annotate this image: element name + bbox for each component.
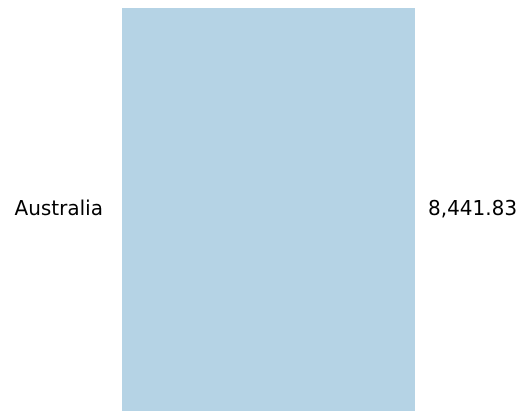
value-label: 8,441.83: [428, 196, 517, 220]
category-label: Australia: [15, 196, 103, 220]
bar: [122, 8, 415, 411]
